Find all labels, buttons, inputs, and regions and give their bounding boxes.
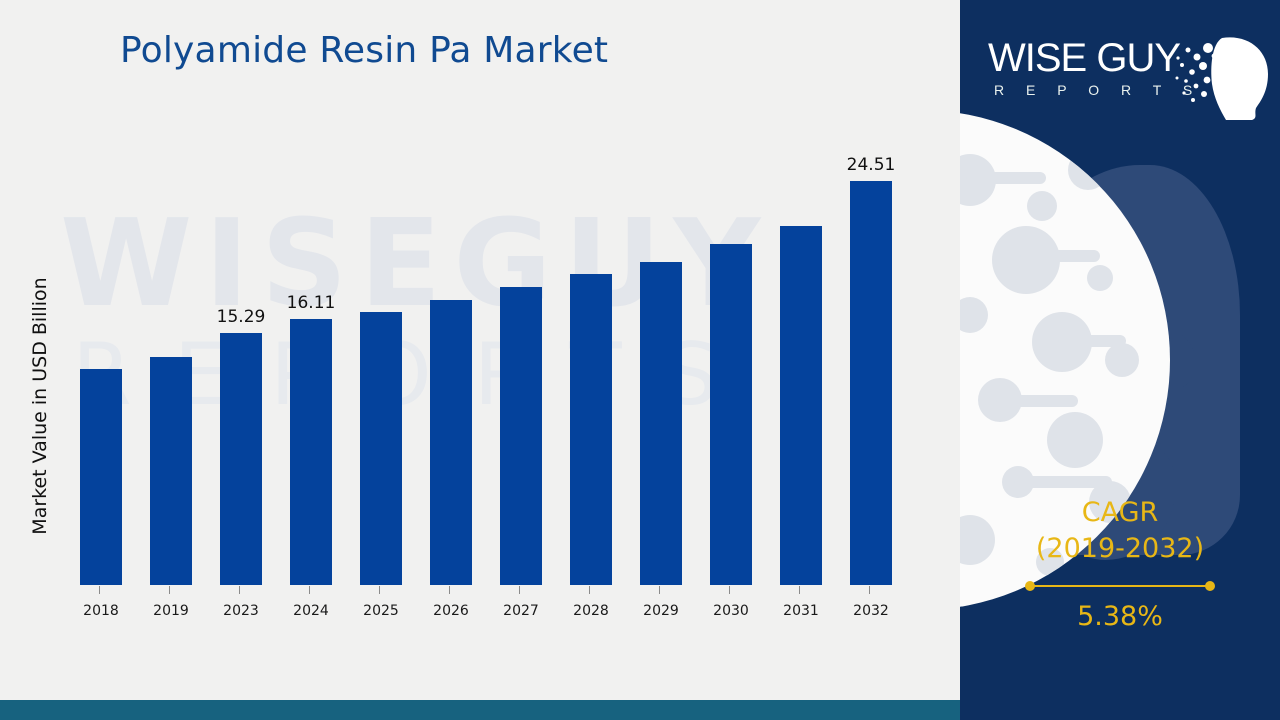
bar — [430, 300, 472, 585]
x-axis-category-label: 2028 — [573, 603, 609, 619]
page-title: Polyamide Resin Pa Market — [120, 30, 609, 71]
x-axis-category-label: 2024 — [293, 603, 329, 619]
molecule-pattern-icon — [960, 150, 1139, 576]
dotted-head-profile-icon — [1175, 37, 1268, 121]
x-axis-tick — [729, 586, 730, 594]
cagr-block: CAGR (2019-2032) 5.38% — [960, 495, 1280, 632]
bar-group: 2031 — [780, 140, 822, 619]
x-axis-category-label: 2032 — [853, 603, 889, 619]
bar — [710, 244, 752, 585]
bar-group: 2018 — [80, 140, 122, 619]
x-axis-category-label: 2027 — [503, 603, 539, 619]
x-axis-tick — [799, 586, 800, 594]
x-axis-tick — [239, 586, 240, 594]
x-axis-category-label: 2023 — [223, 603, 259, 619]
x-axis-tick — [519, 586, 520, 594]
x-axis-category-label: 2031 — [783, 603, 819, 619]
bar — [360, 312, 402, 585]
x-axis-baseline — [80, 585, 930, 586]
x-axis-category-label: 2029 — [643, 603, 679, 619]
x-axis-tick — [99, 586, 100, 594]
bar — [290, 319, 332, 585]
x-axis-category-label: 2018 — [83, 603, 119, 619]
x-axis-category-label: 2026 — [433, 603, 469, 619]
logo-wordmark: WISE GUY — [988, 36, 1181, 80]
x-axis-category-label: 2025 — [363, 603, 399, 619]
bar-group: 16.11 2024 — [287, 140, 336, 619]
cagr-divider-dot-right — [1205, 580, 1215, 591]
bar-group: 2019 — [150, 140, 192, 619]
brand-logo: WISE GUY R E P O R T S — [980, 36, 1270, 122]
bar-group: 2025 — [360, 140, 402, 619]
bar — [500, 287, 542, 585]
bar — [150, 357, 192, 585]
cagr-label-line2: (2019-2032) — [1035, 532, 1205, 564]
side-panel: WISE GUY R E P O R T S — [960, 0, 1280, 720]
x-axis-tick — [659, 586, 660, 594]
white-circle-backdrop — [960, 110, 1170, 610]
x-axis-tick — [379, 586, 380, 594]
bar — [780, 226, 822, 585]
bar-group: 15.29 2023 — [217, 140, 266, 619]
bar — [220, 333, 262, 585]
bar-group: 2027 — [500, 140, 542, 619]
bar — [640, 262, 682, 585]
chart-panel: WISEGUY REPORTS Polyamide Resin Pa Marke… — [0, 30, 960, 720]
bar-group: 2029 — [640, 140, 682, 619]
bar-group: 2028 — [570, 140, 612, 619]
bar-group: 24.51 2032 — [847, 140, 896, 619]
x-axis-tick — [169, 586, 170, 594]
cagr-divider — [1025, 580, 1215, 591]
cagr-divider-line — [1030, 584, 1210, 587]
bar-plot-area: 2018 2019 15.29 2023 16.11 2024 2025 2026 2027 20… — [60, 140, 920, 619]
x-axis-category-label: 2019 — [153, 603, 189, 619]
bar-group: 2030 — [710, 140, 752, 619]
bar-group: 2026 — [430, 140, 472, 619]
x-axis-tick — [589, 586, 590, 594]
bottom-accent-strip — [0, 700, 960, 720]
logo-subtitle: R E P O R T S — [994, 82, 1202, 98]
bar-value-label: 15.29 — [216, 307, 266, 327]
x-axis-category-label: 2030 — [713, 603, 749, 619]
bar — [850, 181, 892, 585]
bar-value-label: 24.51 — [846, 155, 896, 175]
cagr-value: 5.38% — [1077, 600, 1163, 632]
bar — [80, 369, 122, 585]
cagr-label-line1: CAGR — [1081, 497, 1159, 528]
x-axis-tick — [869, 586, 870, 594]
x-axis-tick — [309, 586, 310, 594]
y-axis-label: Market Value in USD Billion — [29, 277, 51, 535]
bar — [570, 274, 612, 585]
bar-value-label: 16.11 — [286, 293, 336, 313]
x-axis-tick — [449, 586, 450, 594]
